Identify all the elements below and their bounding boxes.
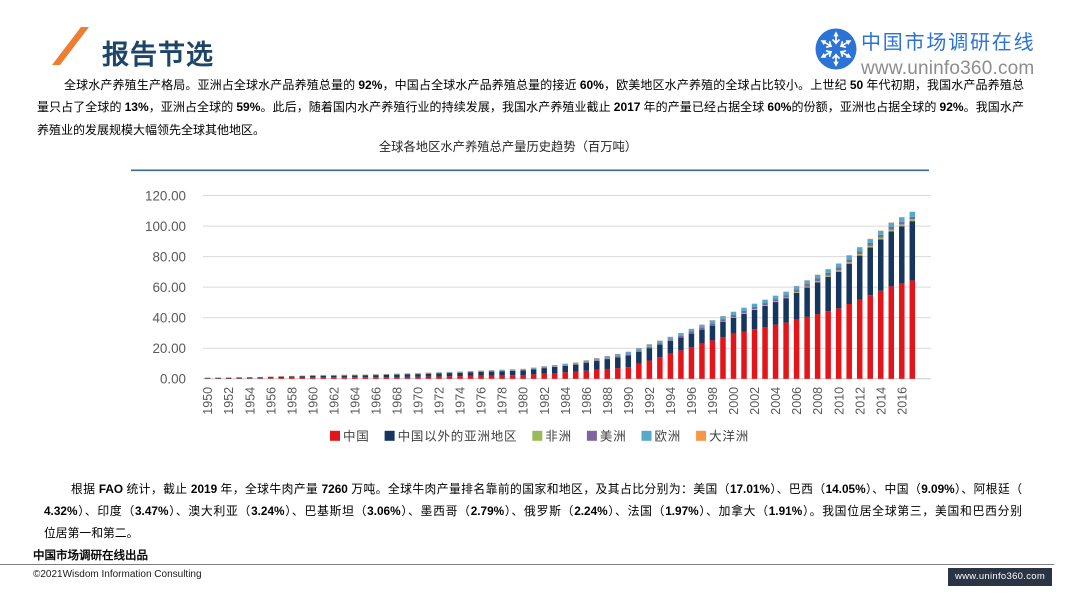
svg-text:1960: 1960 (306, 387, 320, 415)
svg-text:1968: 1968 (391, 387, 405, 415)
svg-text:1980: 1980 (517, 387, 531, 415)
svg-text:1974: 1974 (454, 387, 468, 415)
svg-text:1986: 1986 (580, 387, 594, 415)
svg-text:2008: 2008 (811, 387, 825, 415)
svg-text:1994: 1994 (664, 387, 678, 415)
svg-text:1962: 1962 (327, 387, 341, 415)
svg-text:1956: 1956 (264, 387, 278, 415)
svg-text:80.00: 80.00 (152, 250, 186, 265)
svg-text:100.00: 100.00 (145, 219, 186, 234)
svg-text:非洲: 非洲 (545, 429, 572, 443)
svg-text:20.00: 20.00 (152, 341, 186, 356)
svg-text:120.00: 120.00 (145, 188, 186, 203)
svg-text:中国: 中国 (343, 428, 370, 443)
svg-text:1982: 1982 (538, 387, 552, 415)
svg-text:1954: 1954 (243, 387, 257, 415)
svg-text:美洲: 美洲 (600, 429, 627, 443)
svg-text:1964: 1964 (349, 387, 363, 415)
svg-text:0.00: 0.00 (160, 372, 186, 387)
svg-text:大洋洲: 大洋洲 (709, 428, 749, 443)
svg-text:1998: 1998 (706, 387, 720, 415)
svg-text:2010: 2010 (832, 387, 846, 415)
svg-text:1950: 1950 (201, 387, 215, 415)
svg-text:中国以外的亚洲地区: 中国以外的亚洲地区 (398, 428, 518, 443)
svg-text:1990: 1990 (622, 387, 636, 415)
svg-text:2016: 2016 (895, 387, 909, 415)
svg-text:欧洲: 欧洲 (655, 429, 682, 443)
svg-text:全球各地区水产养殖总产量历史趋势（百万吨）: 全球各地区水产养殖总产量历史趋势（百万吨） (379, 139, 637, 154)
svg-text:2006: 2006 (790, 387, 804, 415)
svg-text:1992: 1992 (643, 387, 657, 415)
svg-text:1972: 1972 (433, 387, 447, 415)
svg-text:2012: 2012 (853, 387, 867, 415)
svg-text:60.00: 60.00 (152, 280, 186, 295)
svg-text:1978: 1978 (496, 387, 510, 415)
svg-text:2004: 2004 (769, 387, 783, 415)
svg-text:40.00: 40.00 (152, 311, 186, 326)
svg-text:1988: 1988 (601, 387, 615, 415)
svg-text:2000: 2000 (727, 387, 741, 415)
svg-text:1966: 1966 (370, 387, 384, 415)
svg-text:1952: 1952 (222, 387, 236, 415)
svg-text:2014: 2014 (874, 387, 888, 415)
svg-text:1996: 1996 (685, 387, 699, 415)
svg-text:1958: 1958 (285, 387, 299, 415)
svg-text:2002: 2002 (748, 387, 762, 415)
svg-text:1970: 1970 (412, 387, 426, 415)
svg-text:1976: 1976 (475, 387, 489, 415)
svg-text:1984: 1984 (559, 387, 573, 415)
